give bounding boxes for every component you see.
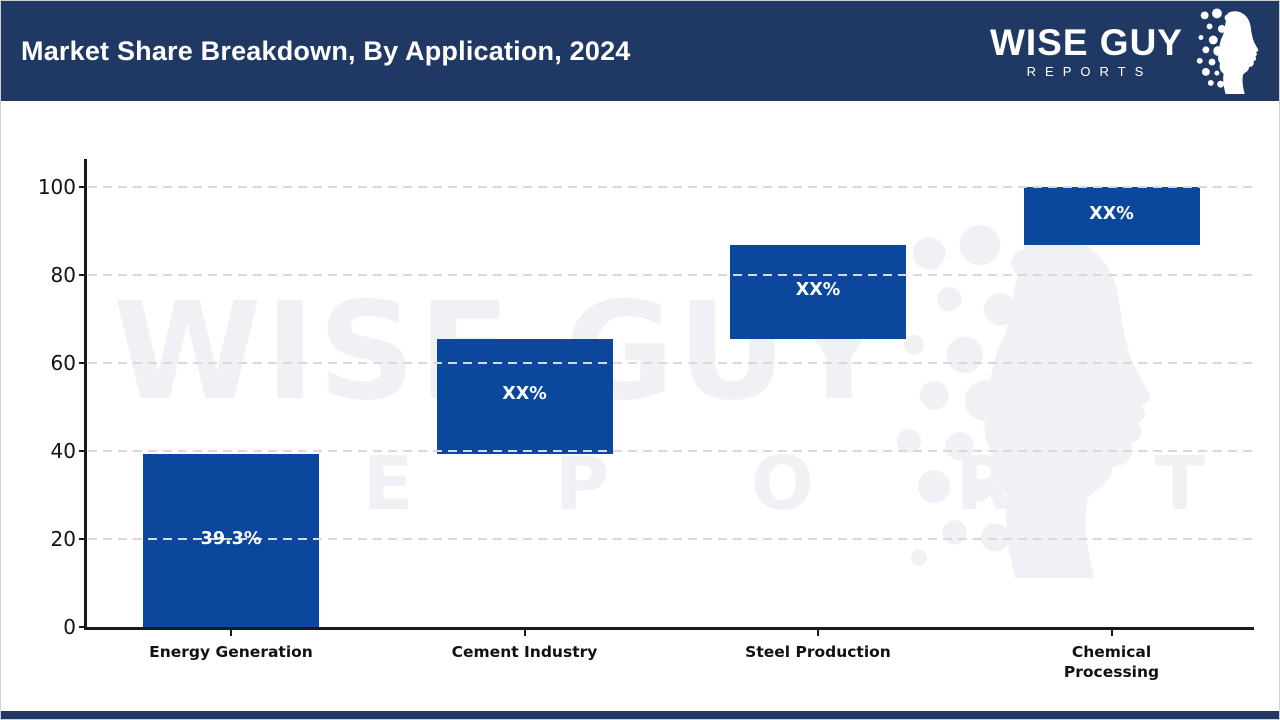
footer-band: [1, 711, 1279, 719]
y-tick-mark: [79, 450, 86, 452]
bar-value-label: XX%: [502, 384, 547, 405]
y-axis-tick-label: 100: [37, 175, 76, 199]
logo-head-icon: [1196, 8, 1259, 94]
y-gridline: [88, 538, 1254, 540]
y-gridline: [88, 450, 1254, 452]
y-gridline: [88, 274, 1254, 276]
y-axis-tick-label: 20: [50, 527, 76, 551]
bar-value-label: XX%: [795, 279, 841, 300]
y-axis-tick-label: 80: [50, 263, 76, 287]
bar-value-label: XX%: [1089, 204, 1134, 225]
chart-bar: [436, 338, 613, 455]
wise-guy-reports-logo: WISE GUY REPORTS: [990, 8, 1267, 94]
y-axis-tick-label: 40: [50, 439, 76, 463]
y-tick-mark: [79, 626, 86, 628]
x-axis-category-label: Cement Industry: [451, 643, 598, 661]
y-tick-mark: [79, 186, 86, 188]
x-tick-mark: [817, 629, 819, 636]
header-band: Market Share Breakdown, By Application, …: [1, 1, 1279, 101]
logo-subtitle: REPORTS: [1026, 64, 1153, 79]
logo-wordmark: WISE GUY: [989, 22, 1183, 63]
x-axis-category-label: Chemical Processing: [1063, 643, 1160, 681]
chart-bar: [1023, 187, 1200, 246]
bar-chart: 0 20 40 60 80 100 39.3% XX% XX% XX% Energy Generat…: [1, 101, 1279, 713]
y-axis-tick-label: 60: [50, 351, 76, 375]
bar-value-label: 39.3%: [200, 528, 262, 549]
y-tick-mark: [79, 274, 86, 276]
y-axis-tick-label: 0: [63, 615, 76, 639]
x-tick-mark: [523, 629, 526, 636]
x-axis-line: [84, 627, 1254, 630]
x-axis-category-label: Steel Production: [745, 643, 891, 661]
y-tick-mark: [79, 362, 86, 364]
y-tick-mark: [79, 538, 86, 540]
y-gridline: [88, 362, 1254, 364]
x-tick-mark: [1110, 629, 1113, 636]
chart-bar: [730, 245, 906, 339]
y-axis-line: [84, 159, 87, 629]
chart-title: Market Share Breakdown, By Application, …: [21, 35, 631, 66]
logo-text: WISE GUY REPORTS: [990, 24, 1183, 78]
watermark-head-icon: [896, 225, 1151, 578]
x-axis-category-label: Energy Generation: [149, 643, 313, 661]
chart-bar: [143, 454, 319, 627]
y-gridline: [88, 186, 1254, 188]
x-tick-mark: [230, 629, 232, 636]
